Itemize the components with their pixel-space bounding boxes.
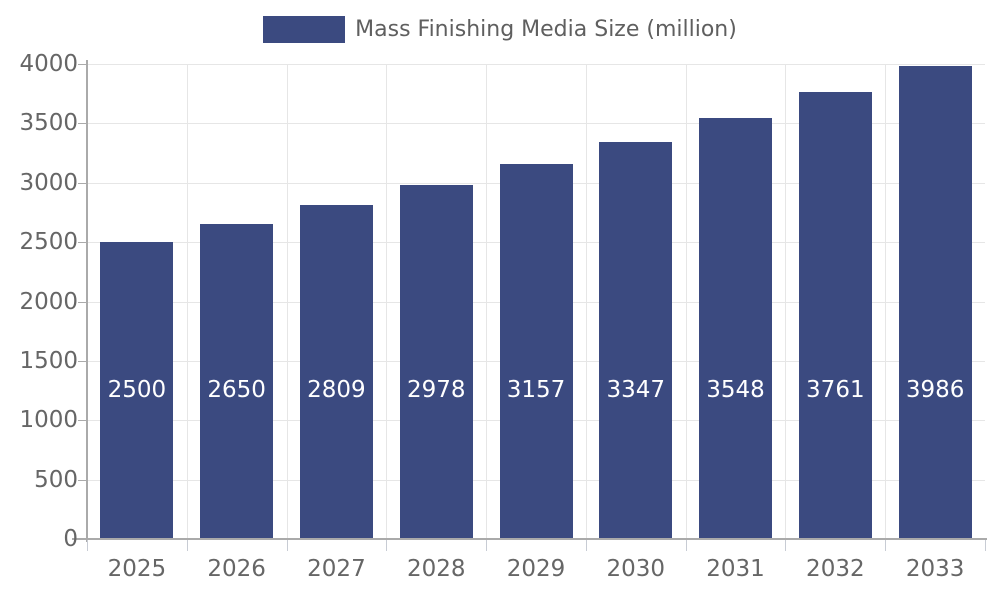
x-axis-line: [72, 538, 987, 540]
y-tick-2000: [78, 301, 86, 303]
bar-2027[interactable]: 2809: [299, 205, 373, 539]
y-tick-label-2500: 2500: [19, 229, 78, 256]
x-tick-label-2032: 2032: [806, 556, 865, 582]
bar-2025[interactable]: 2500: [100, 242, 174, 539]
x-tick-9: [985, 540, 986, 551]
bar-value-label-2032: 3761: [806, 377, 865, 403]
bar-2030[interactable]: 3347: [599, 141, 673, 539]
y-tick-3000: [78, 182, 86, 184]
x-tick-4: [486, 540, 487, 551]
gridline-x-8: [885, 64, 886, 539]
legend-label-mass-finishing-media-size: Mass Finishing Media Size (million): [355, 16, 737, 42]
x-tick-0: [87, 540, 88, 551]
y-tick-label-2000: 2000: [19, 288, 78, 315]
bar-value-label-2031: 3548: [706, 377, 765, 403]
bar-value-label-2026: 2650: [207, 377, 266, 403]
gridline-x-3: [386, 64, 387, 539]
x-tick-3: [386, 540, 387, 551]
y-tick-label-1000: 1000: [19, 407, 78, 434]
gridline-x-5: [586, 64, 587, 539]
y-tick-3500: [78, 123, 86, 125]
x-tick-label-2028: 2028: [406, 556, 466, 582]
bar-2031[interactable]: 3548: [699, 117, 773, 539]
gridline-x-4: [486, 64, 487, 539]
gridline-x-7: [785, 64, 786, 539]
x-tick-label-2029: 2029: [506, 556, 566, 582]
y-axis-labels: 0 500 1000 1500 2000 2500 3000 3500 4000: [0, 0, 78, 600]
bar-value-label-2025: 2500: [107, 377, 167, 403]
y-tick-1500: [78, 360, 86, 362]
x-tick-label-2033: 2033: [905, 556, 965, 582]
gridline-x-2: [287, 64, 288, 539]
y-tick-1000: [78, 420, 86, 422]
bar-2028[interactable]: 2978: [399, 185, 473, 539]
x-tick-8: [885, 540, 886, 551]
y-tick-label-3500: 3500: [19, 110, 78, 137]
gridline-y-4000: [87, 64, 985, 65]
x-tick-label-2027: 2027: [307, 556, 366, 582]
gridline-x-1: [187, 64, 188, 539]
y-tick-label-500: 500: [34, 466, 78, 493]
bar-2032[interactable]: 3761: [798, 92, 872, 539]
y-tick-label-1500: 1500: [19, 347, 78, 374]
y-tick-4000: [78, 64, 86, 65]
chart-legend: Mass Finishing Media Size (million): [0, 12, 1000, 46]
y-tick-500: [78, 479, 86, 481]
x-tick-label-2031: 2031: [706, 556, 765, 582]
gridline-x-6: [686, 64, 687, 539]
y-axis-line: [86, 60, 88, 542]
bar-value-label-2028: 2978: [406, 377, 466, 403]
x-tick-label-2026: 2026: [207, 556, 266, 582]
legend-swatch-mass-finishing-media-size: [263, 15, 346, 43]
bar-2029[interactable]: 3157: [499, 164, 573, 539]
x-tick-label-2025: 2025: [107, 556, 167, 582]
bar-value-label-2027: 2809: [307, 377, 366, 403]
x-tick-6: [686, 540, 687, 551]
bar-value-label-2030: 3347: [606, 377, 666, 403]
bar-value-label-2033: 3986: [905, 377, 965, 403]
y-tick-label-3000: 3000: [19, 169, 78, 196]
gridline-y-3500: [87, 123, 985, 125]
x-tick-2: [287, 540, 288, 551]
x-tick-label-2030: 2030: [606, 556, 666, 582]
y-tick-label-0: 0: [63, 526, 78, 552]
y-tick-0: [78, 539, 86, 540]
x-tick-1: [187, 540, 188, 551]
bar-2033[interactable]: 3986: [898, 65, 972, 539]
x-tick-5: [586, 540, 587, 551]
y-tick-label-4000: 4000: [19, 51, 78, 77]
bar-value-label-2029: 3157: [506, 377, 566, 403]
y-tick-2500: [78, 242, 86, 244]
plot-area: 2500 2650 2809 2978 3157 3347 3548 3761 3986: [87, 64, 985, 540]
x-tick-7: [785, 540, 786, 551]
bar-2026[interactable]: 2650: [200, 224, 274, 539]
